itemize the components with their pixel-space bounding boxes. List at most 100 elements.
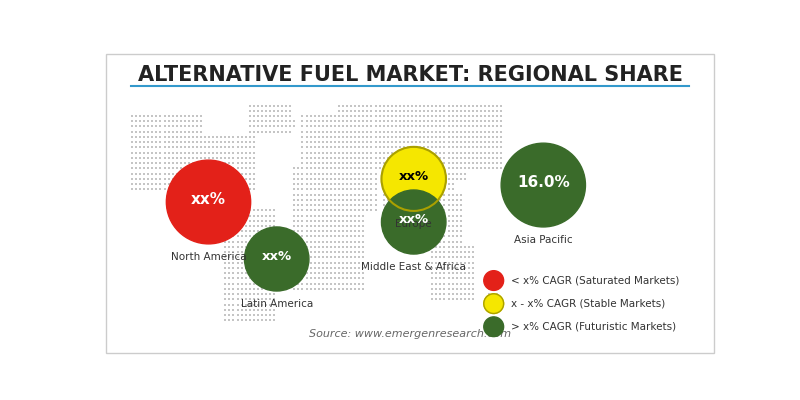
Point	[470, 123, 483, 130]
Point	[349, 286, 362, 292]
Point	[325, 123, 338, 130]
Point	[394, 144, 406, 151]
Point	[321, 233, 334, 240]
Point	[239, 155, 252, 161]
Point	[308, 212, 321, 219]
Point	[337, 249, 350, 255]
Point	[158, 113, 171, 119]
Point	[239, 244, 252, 250]
Point	[243, 301, 256, 308]
Point	[450, 254, 463, 261]
Point	[268, 212, 281, 219]
Point	[194, 134, 207, 140]
Point	[426, 244, 438, 250]
Point	[304, 176, 317, 182]
Point	[454, 134, 467, 140]
Point	[345, 275, 358, 282]
Point	[186, 144, 199, 151]
Point	[349, 108, 362, 114]
Point	[223, 275, 236, 282]
Point	[434, 108, 447, 114]
Point	[450, 160, 463, 166]
Point	[198, 155, 211, 161]
Point	[231, 280, 244, 287]
Point	[450, 223, 463, 229]
Point	[239, 170, 252, 177]
Point	[365, 123, 378, 130]
Point	[235, 160, 248, 166]
Point	[247, 160, 260, 166]
Point	[264, 218, 277, 224]
Point	[414, 144, 426, 151]
Point	[357, 118, 370, 124]
Point	[255, 317, 268, 324]
Point	[251, 108, 264, 114]
Point	[353, 270, 366, 276]
Point	[308, 270, 321, 276]
Point	[211, 170, 224, 177]
Point	[410, 181, 422, 187]
Point	[353, 176, 366, 182]
Point	[474, 160, 487, 166]
Point	[227, 165, 240, 172]
Point	[235, 301, 248, 308]
Point	[394, 134, 406, 140]
Point	[280, 128, 293, 135]
Point	[458, 123, 471, 130]
Point	[341, 191, 354, 198]
Point	[458, 260, 471, 266]
Point	[312, 128, 325, 135]
Point	[365, 113, 378, 119]
Point	[361, 113, 374, 119]
Point	[227, 176, 240, 182]
Point	[353, 118, 366, 124]
Point	[357, 134, 370, 140]
Point	[486, 165, 499, 172]
FancyBboxPatch shape	[106, 54, 714, 353]
Point	[390, 186, 402, 192]
Point	[329, 233, 342, 240]
Point	[430, 207, 442, 214]
Point	[154, 170, 167, 177]
Point	[308, 191, 321, 198]
Point	[239, 286, 252, 292]
Point	[239, 223, 252, 229]
Point	[434, 160, 447, 166]
Point	[316, 123, 329, 130]
Point	[394, 108, 406, 114]
Point	[361, 102, 374, 109]
Point	[353, 218, 366, 224]
Point	[231, 244, 244, 250]
Point	[227, 238, 240, 245]
Point	[406, 128, 418, 135]
Point	[495, 155, 508, 161]
Point	[329, 134, 342, 140]
Point	[418, 139, 430, 145]
Point	[146, 144, 158, 151]
Point	[470, 102, 483, 109]
Point	[430, 244, 442, 250]
Point	[239, 265, 252, 271]
Point	[178, 176, 191, 182]
Point	[276, 108, 289, 114]
Point	[491, 128, 504, 135]
Point	[231, 254, 244, 261]
Point	[434, 296, 447, 302]
Point	[458, 150, 471, 156]
Point	[486, 301, 499, 308]
Point	[178, 123, 191, 130]
Point	[402, 170, 414, 177]
Point	[357, 108, 370, 114]
Point	[462, 249, 475, 255]
Point	[337, 228, 350, 234]
Point	[304, 244, 317, 250]
Point	[288, 176, 301, 182]
Point	[491, 108, 504, 114]
Point	[426, 123, 438, 130]
Point	[378, 108, 390, 114]
Point	[219, 280, 232, 287]
Point	[378, 102, 390, 109]
Point	[300, 249, 313, 255]
Point	[337, 186, 350, 192]
Point	[378, 197, 390, 203]
